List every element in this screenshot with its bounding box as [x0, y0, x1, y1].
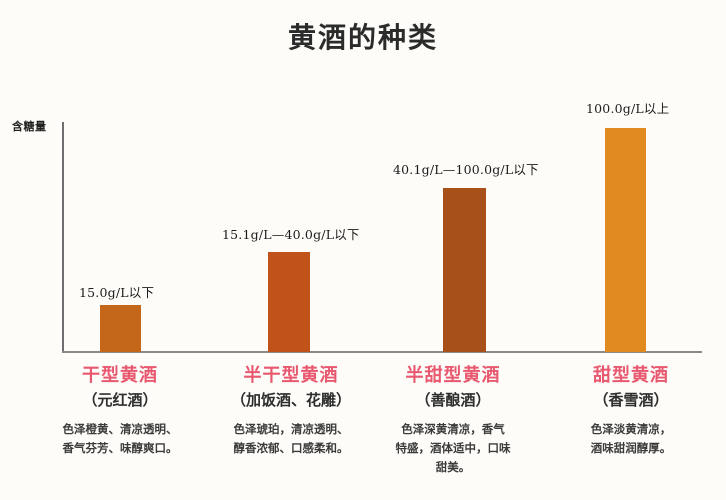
- category-description-dry: 色泽橙黄、清凉透明、 香气芬芳、味醇爽口。: [29, 420, 211, 458]
- description-line: 色泽橙黄、清凉透明、: [62, 422, 178, 436]
- category-name-sweet: 甜型黄酒: [593, 365, 669, 386]
- category-subtitle-sweet: （香雪酒）: [593, 390, 669, 409]
- bar-value-label-dry: 15.0g/L以下: [79, 285, 155, 300]
- description-line: 色泽琥珀，清凉透明、: [233, 422, 349, 436]
- category-block-semi-sweet: 半甜型黄酒 （善酿酒） 色泽深黄清凉，香气 特盛，酒体适中，口味 甜美。: [362, 365, 544, 477]
- category-description-semi-dry: 色泽琥珀，清凉透明、 醇香浓郁、口感柔和。: [200, 420, 382, 458]
- description-line: 色泽淡黄清凉，: [590, 422, 672, 436]
- x-axis-line: [62, 351, 702, 353]
- description-line: 特盛，酒体适中，口味: [395, 440, 511, 455]
- category-subtitle-semi-sweet: （善酿酒）: [415, 390, 491, 409]
- page-title: 黄酒的种类: [287, 21, 438, 54]
- category-subtitle-dry: （元红酒）: [82, 390, 158, 409]
- description-line: 甜美。: [435, 459, 471, 474]
- bar-value-label-semi-dry: 15.1g/L—40.0g/L以下: [222, 227, 360, 242]
- description-line: 香气芬芳、味醇爽口。: [62, 440, 178, 455]
- category-block-sweet: 甜型黄酒 （香雪酒） 色泽淡黄清凉， 酒味甜润醇厚。: [540, 365, 722, 458]
- category-subtitle-semi-dry: （加饭酒、花雕）: [230, 390, 351, 409]
- bar-semi-sweet-type[interactable]: [443, 188, 486, 352]
- category-block-dry: 干型黄酒 （元红酒） 色泽橙黄、清凉透明、 香气芬芳、味醇爽口。: [29, 365, 211, 458]
- category-name-semi-sweet: 半甜型黄酒: [405, 365, 501, 386]
- description-line: 酒味甜润醇厚。: [590, 440, 672, 455]
- category-description-sweet: 色泽淡黄清凉， 酒味甜润醇厚。: [540, 420, 722, 458]
- y-axis-line: [62, 122, 64, 353]
- bar-value-label-sweet: 100.0g/L以上: [586, 101, 670, 116]
- bar-dry-type[interactable]: [100, 305, 141, 352]
- category-description-semi-sweet: 色泽深黄清凉，香气 特盛，酒体适中，口味 甜美。: [362, 420, 544, 477]
- bar-value-label-semi-sweet: 40.1g/L—100.0g/L以下: [393, 162, 539, 177]
- description-line: 色泽深黄清凉，香气: [401, 422, 505, 436]
- category-name-semi-dry: 半干型黄酒: [243, 365, 339, 386]
- bar-sweet-type[interactable]: [605, 128, 646, 352]
- category-block-semi-dry: 半干型黄酒 （加饭酒、花雕） 色泽琥珀，清凉透明、 醇香浓郁、口感柔和。: [200, 365, 382, 458]
- bar-semi-dry-type[interactable]: [268, 252, 310, 352]
- description-line: 醇香浓郁、口感柔和。: [233, 440, 349, 455]
- category-name-dry: 干型黄酒: [82, 365, 158, 386]
- y-axis-label: 含糖量: [12, 120, 47, 133]
